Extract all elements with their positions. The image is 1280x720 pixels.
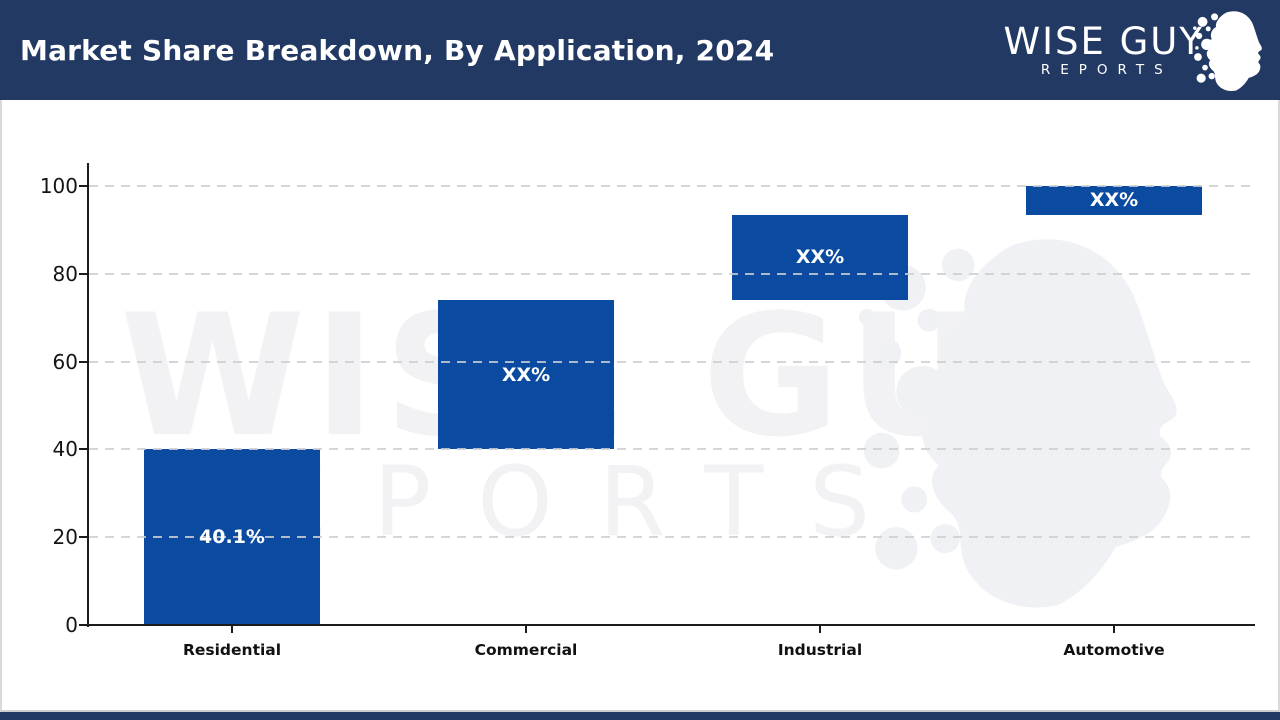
y-tick	[79, 624, 87, 626]
y-tick-label: 60	[52, 349, 78, 374]
y-tick-label: 0	[65, 613, 78, 637]
bar-value-label: XX%	[501, 363, 551, 386]
y-gridline	[89, 536, 1255, 539]
page-title: Market Share Breakdown, By Application, …	[20, 33, 775, 67]
brand-logo-text: WISE GUY REPORTS	[1004, 23, 1204, 78]
y-tick-label: 100	[39, 174, 78, 198]
y-tick-label: 80	[52, 261, 78, 286]
footer-bar	[0, 712, 1280, 720]
x-tick	[525, 625, 527, 633]
y-gridline	[89, 360, 1255, 363]
bar-value-label: XX%	[1089, 189, 1139, 212]
chart-canvas: WISE GUY REPORTS 40.1% XX% XX% XX% 0 20 40 60 80…	[0, 100, 1280, 712]
y-gridline	[89, 185, 1255, 187]
y-gridline	[89, 448, 1255, 451]
x-category-label-automotive: Automotive	[1063, 641, 1165, 659]
bar-industrial	[732, 214, 908, 301]
y-tick	[79, 272, 87, 275]
y-gridline	[89, 272, 1255, 275]
y-tick	[79, 536, 87, 539]
y-tick	[79, 185, 87, 187]
x-category-label-industrial: Industrial	[777, 641, 863, 659]
y-tick	[79, 360, 87, 363]
y-tick	[79, 448, 87, 451]
y-tick-label: 20	[52, 525, 78, 550]
x-category-label-commercial: Commercial	[474, 641, 578, 659]
y-tick-label: 40	[52, 437, 78, 462]
bar-value-label: 40.1%	[199, 525, 265, 548]
logo-brand-sub: REPORTS	[1040, 61, 1173, 78]
x-tick	[1113, 625, 1115, 633]
waterfall-chart: 40.1% XX% XX% XX% 0 20 40 60 80 100 Residential Com…	[2, 100, 1278, 710]
y-axis-line	[87, 163, 89, 627]
brand-logo: WISE GUY REPORTS	[1004, 6, 1268, 94]
bar-commercial	[438, 300, 614, 449]
x-category-label-residential: Residential	[182, 641, 282, 659]
bar-value-label: XX%	[795, 246, 845, 269]
x-tick	[819, 625, 821, 633]
wiseguy-face-icon	[1193, 11, 1262, 92]
x-tick	[231, 625, 233, 633]
bar-automotive	[1026, 186, 1202, 215]
header-bar: Market Share Breakdown, By Application, …	[0, 0, 1280, 100]
logo-brand-name: WISE GUY	[1003, 19, 1204, 63]
x-axis-line	[87, 624, 1255, 626]
